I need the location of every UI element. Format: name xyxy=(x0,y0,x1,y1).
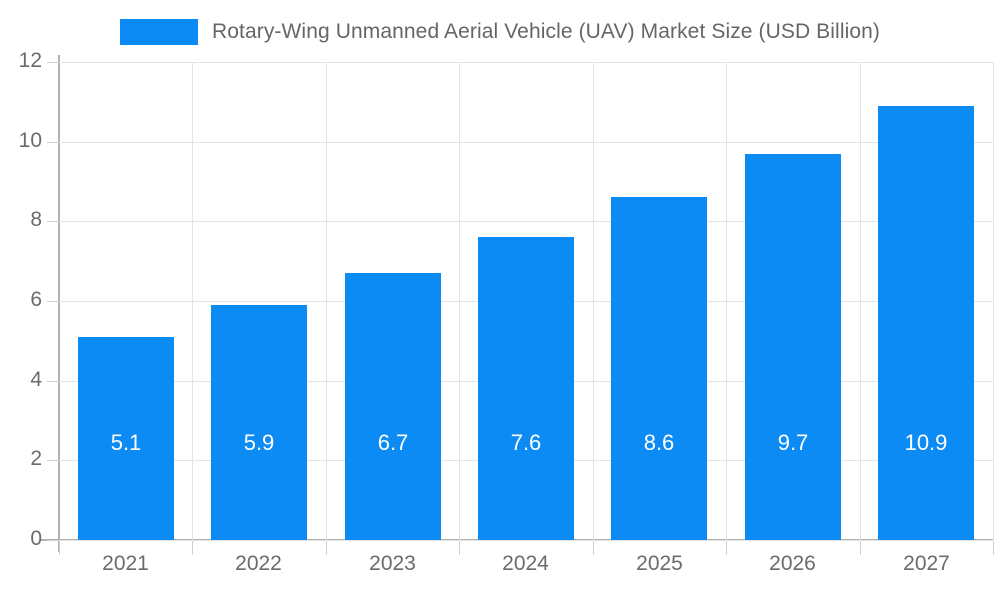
legend-color-swatch[interactable] xyxy=(119,19,198,45)
gridline-vertical xyxy=(593,62,594,540)
bar-2023[interactable] xyxy=(345,273,441,540)
bar-value-label-2027: 10.9 xyxy=(904,430,948,455)
y-tick-label: 2 xyxy=(30,447,42,470)
bar-2022[interactable] xyxy=(211,305,307,540)
x-tick-label-2021: 2021 xyxy=(102,552,149,575)
y-tick-mark xyxy=(47,221,59,222)
x-tick-label-2025: 2025 xyxy=(636,552,683,575)
y-tick-mark xyxy=(47,460,59,461)
x-tick-mark xyxy=(726,541,727,555)
y-tick-label: 4 xyxy=(30,368,42,391)
plot-area: 5.1 5.9 6.7 7.6 8.6 9.7 10.9 xyxy=(59,62,994,541)
gridline-vertical xyxy=(993,62,994,540)
gridline-vertical xyxy=(459,62,460,540)
bar-2025[interactable] xyxy=(611,197,707,540)
gridline-horizontal xyxy=(59,540,993,541)
y-tick-label: 6 xyxy=(30,288,42,311)
chart-legend: Rotary-Wing Unmanned Aerial Vehicle (UAV… xyxy=(0,14,1000,50)
gridline-horizontal xyxy=(59,62,993,63)
y-tick-mark xyxy=(47,62,59,63)
x-tick-mark xyxy=(993,541,994,555)
bar-2024[interactable] xyxy=(478,237,574,540)
bar-value-label-2021: 5.1 xyxy=(110,430,142,455)
y-tick-label: 10 xyxy=(18,129,42,152)
y-tick-label: 12 xyxy=(18,49,42,72)
bar-2027[interactable] xyxy=(878,106,974,540)
bar-value-label-2024: 7.6 xyxy=(510,430,542,455)
x-tick-label-2026: 2026 xyxy=(769,552,816,575)
gridline-horizontal xyxy=(59,142,993,143)
y-tick-mark xyxy=(47,381,59,382)
x-tick-label-2023: 2023 xyxy=(369,552,416,575)
bar-2021[interactable] xyxy=(78,337,174,540)
gridline-horizontal xyxy=(59,221,993,222)
x-tick-label-2024: 2024 xyxy=(502,552,549,575)
y-tick-mark xyxy=(47,540,59,541)
legend-label[interactable]: Rotary-Wing Unmanned Aerial Vehicle (UAV… xyxy=(211,20,881,43)
y-tick-label: 8 xyxy=(30,208,42,231)
bar-value-label-2022: 5.9 xyxy=(243,430,275,455)
x-tick-mark xyxy=(459,541,460,555)
x-tick-label-2027: 2027 xyxy=(903,552,950,575)
bar-value-label-2025: 8.6 xyxy=(643,430,675,455)
x-tick-label-2022: 2022 xyxy=(235,552,282,575)
y-tick-mark xyxy=(47,142,59,143)
gridline-vertical xyxy=(326,62,327,540)
x-tick-mark xyxy=(593,541,594,555)
bar-value-label-2023: 6.7 xyxy=(377,430,409,455)
x-tick-mark xyxy=(192,541,193,555)
x-tick-mark xyxy=(59,541,60,555)
x-tick-mark xyxy=(326,541,327,555)
bar-value-label-2026: 9.7 xyxy=(777,430,809,455)
y-axis-line xyxy=(58,55,60,552)
gridline-vertical xyxy=(192,62,193,540)
gridline-vertical xyxy=(726,62,727,540)
gridline-vertical xyxy=(860,62,861,540)
bar-2026[interactable] xyxy=(745,154,841,540)
y-tick-mark xyxy=(47,301,59,302)
y-tick-label: 0 xyxy=(30,527,42,550)
x-tick-mark xyxy=(860,541,861,555)
